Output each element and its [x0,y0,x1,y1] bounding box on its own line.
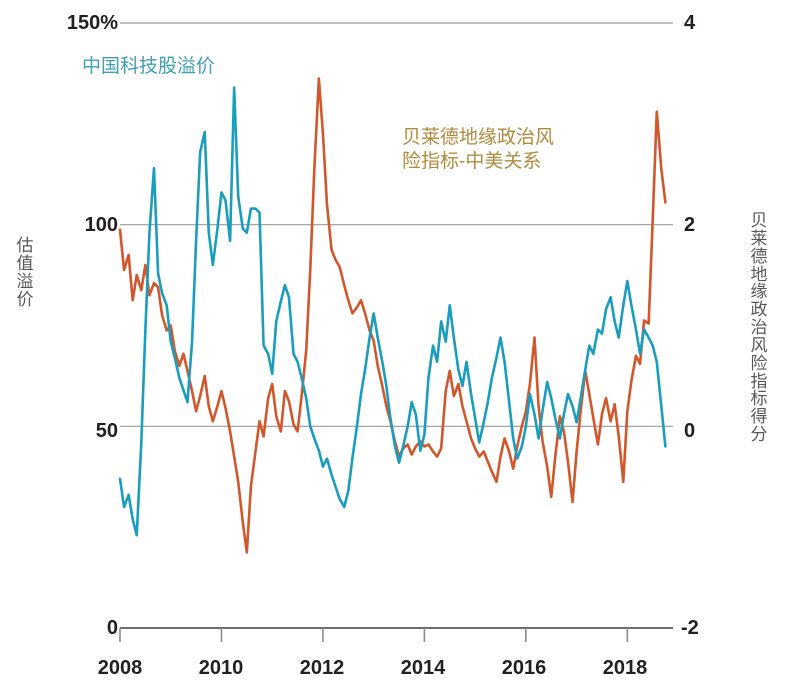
x-tick-2016: 2016 [501,657,547,679]
left-tick-0: 0 [106,617,118,639]
right-tick-0: 0 [684,420,696,442]
right-tick-4: 4 [684,12,696,34]
x-tick-2014: 2014 [400,657,446,679]
x-tick-2018: 2018 [602,657,648,679]
right-tick-minus2: -2 [681,617,699,639]
left-axis-title: 估值溢价 [16,236,34,309]
series-label-valuation: 中国科技股溢价 [82,56,216,77]
x-axis-ticks [119,628,629,642]
right-tick-2: 2 [684,214,696,236]
left-tick-100: 100 [84,214,118,236]
series-label-geopolitical: 贝莱德地缘政治风 险指标-中美关系 [402,127,555,173]
left-tick-50: 50 [95,420,118,442]
right-axis-title: 贝莱德地缘政治风险指标得分 [750,211,768,445]
gridlines [120,22,673,427]
left-tick-150: 150% [66,12,118,34]
x-tick-2010: 2010 [198,657,244,679]
series-line-valuation [118,86,667,537]
x-tick-2008: 2008 [97,657,143,679]
x-tick-2012: 2012 [299,657,345,679]
